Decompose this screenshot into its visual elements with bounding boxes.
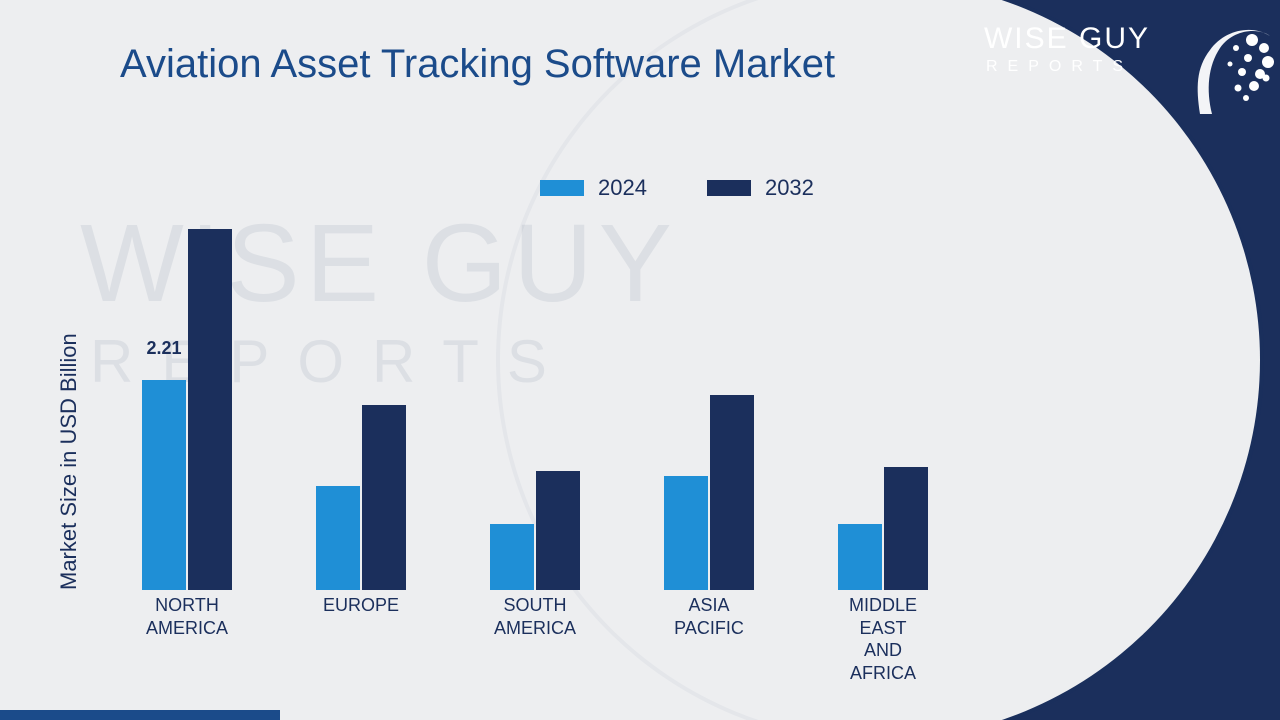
bar xyxy=(316,486,360,591)
legend-item-2032: 2032 xyxy=(707,175,814,201)
category-label: NORTHAMERICA xyxy=(110,594,264,639)
footer-accent-bar xyxy=(0,710,280,720)
legend-swatch-2024 xyxy=(540,180,584,196)
bar xyxy=(490,524,534,591)
bar xyxy=(664,476,708,590)
bar xyxy=(710,395,754,590)
legend-item-2024: 2024 xyxy=(540,175,647,201)
bar xyxy=(142,380,186,590)
legend-label-2024: 2024 xyxy=(598,175,647,201)
bar xyxy=(838,524,882,591)
y-axis-label: Market Size in USD Billion xyxy=(56,333,82,590)
bar xyxy=(188,229,232,590)
brand-logo: WISE GUY REPORTS xyxy=(984,22,1150,76)
legend-swatch-2032 xyxy=(707,180,751,196)
brand-line2: REPORTS xyxy=(984,58,1150,76)
category-label: MIDDLEEASTANDAFRICA xyxy=(806,594,960,684)
chart-title: Aviation Asset Tracking Software Market xyxy=(120,40,900,88)
category-label: EUROPE xyxy=(284,594,438,617)
category-label: ASIAPACIFIC xyxy=(632,594,786,639)
bar xyxy=(536,471,580,590)
brand-line1: WISE GUY xyxy=(984,22,1150,56)
brand-head-icon xyxy=(1190,18,1280,118)
bar xyxy=(362,405,406,590)
legend-label-2032: 2032 xyxy=(765,175,814,201)
bar-value-label: 2.21 xyxy=(146,338,181,359)
legend: 2024 2032 xyxy=(540,175,814,201)
plot-area: 2.21 xyxy=(100,210,970,590)
stage: WISE GUY REPORTS Aviation Asset Tracking… xyxy=(0,0,1280,720)
bar xyxy=(884,467,928,591)
category-label: SOUTHAMERICA xyxy=(458,594,612,639)
